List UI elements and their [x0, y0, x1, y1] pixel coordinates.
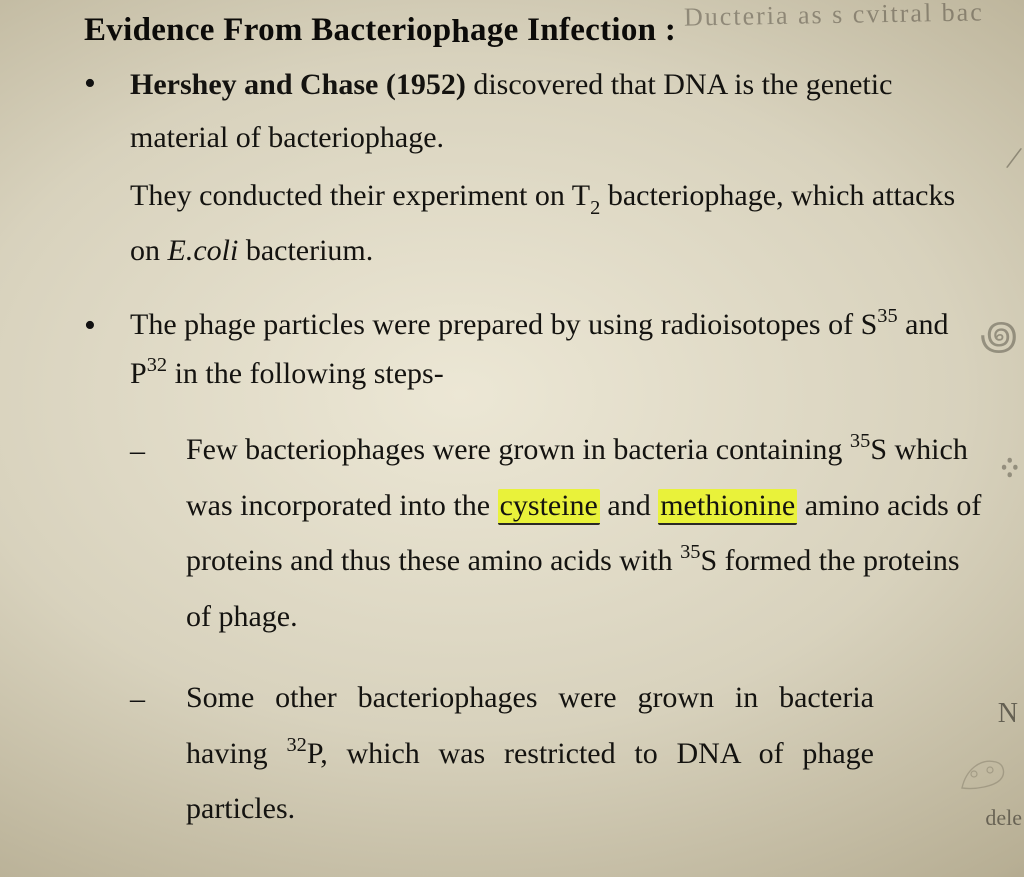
paragraph: They conducted their experiment on T2 ba… [130, 170, 984, 277]
margin-text: dele [985, 805, 1022, 831]
handwriting-top: Ducteria as s cvitral bac [684, 0, 984, 33]
subscript: 2 [590, 197, 600, 219]
page: Ducteria as s cvitral bac Evidence From … [0, 0, 1024, 877]
dash-marker: – [130, 670, 186, 837]
text: bacterium. [238, 234, 373, 267]
text: S [870, 433, 887, 466]
dash-item: – Few bacteriophages were grown in bacte… [130, 422, 984, 644]
margin-sketch-icon [956, 750, 1012, 796]
dash-body: Few bacteriophages were grown in bacteri… [186, 422, 984, 644]
italic-species: E.coli [168, 234, 239, 267]
bullet-marker: • [84, 59, 130, 277]
margin-squiggle-icon: ꩜ [980, 305, 1018, 364]
superscript: 35 [680, 541, 700, 563]
text: Few bacteriophages were grown in bacteri… [186, 433, 850, 466]
heading-broken-char: h [451, 14, 470, 50]
margin-squiggle-icon: ᠅ [992, 430, 1018, 493]
bullet-item: • The phage particles were prepared by u… [84, 301, 984, 398]
text: They conducted their experiment on T [130, 179, 590, 212]
heading-prefix: Evidence From Bacteriop [84, 12, 451, 48]
superscript: 35 [877, 305, 897, 327]
text: in the following steps- [167, 357, 444, 390]
bullet-body: Hershey and Chase (1952) discovered that… [130, 59, 984, 277]
bold-lead: Hershey and Chase (1952) [130, 68, 473, 101]
bullet-body: The phage particles were prepared by usi… [130, 301, 984, 398]
superscript: 32 [147, 354, 167, 376]
text: S [700, 544, 717, 577]
dash-body: Some other bacteriophages were grown in … [186, 670, 984, 837]
text: and [600, 489, 658, 522]
bullet-item: • Hershey and Chase (1952) discovered th… [84, 59, 984, 277]
text: The phage particles were prepared by usi… [130, 308, 877, 341]
dash-marker: – [130, 422, 186, 644]
paragraph: Hershey and Chase (1952) discovered that… [130, 59, 984, 164]
highlight-cysteine: cysteine [498, 489, 600, 525]
bullet-marker: • [84, 301, 130, 398]
text: P [307, 737, 320, 770]
superscript: 35 [850, 430, 870, 452]
dash-item: – Some other bacteriophages were grown i… [130, 670, 984, 837]
superscript: 32 [286, 734, 306, 756]
margin-letter: N [998, 698, 1018, 730]
heading-suffix: age Infection : [470, 12, 676, 48]
highlight-methionine: methionine [658, 489, 797, 525]
